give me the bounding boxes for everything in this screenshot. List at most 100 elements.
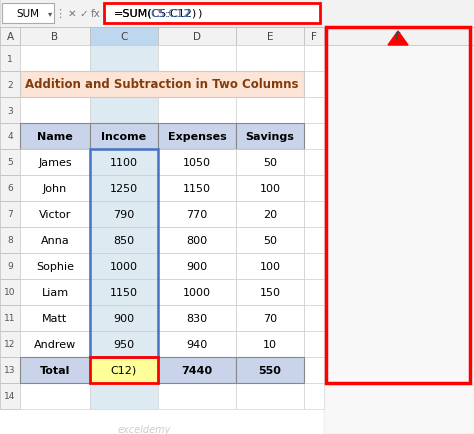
Text: B: B [52, 32, 59, 42]
Bar [90, 227, 158, 253]
Text: Matt: Matt [42, 313, 68, 323]
Text: 790: 790 [113, 210, 135, 220]
Bar [20, 279, 90, 305]
Text: 10: 10 [4, 288, 16, 297]
Bar [90, 201, 158, 227]
Bar [20, 227, 90, 253]
Bar [20, 176, 90, 201]
Bar [0, 383, 20, 409]
Bar [20, 150, 90, 176]
Bar [236, 279, 304, 305]
Bar [236, 150, 304, 176]
Text: 940: 940 [186, 339, 208, 349]
Text: C: C [120, 32, 128, 42]
Bar [304, 28, 324, 46]
Text: ▾: ▾ [48, 10, 52, 19]
Text: 5: 5 [7, 158, 13, 167]
Text: ✓: ✓ [80, 9, 88, 19]
Bar [0, 357, 20, 383]
Bar [236, 72, 304, 98]
Bar [20, 98, 90, 124]
Bar [304, 201, 324, 227]
Bar [0, 150, 20, 176]
Text: F: F [311, 32, 317, 42]
Bar [304, 227, 324, 253]
Bar [0, 176, 20, 201]
Text: =SUM(: =SUM( [114, 9, 153, 19]
Bar [90, 28, 158, 46]
Bar [158, 331, 236, 357]
Bar [158, 201, 236, 227]
Bar [304, 357, 324, 383]
Bar [0, 305, 20, 331]
Bar [236, 150, 304, 176]
Bar [236, 176, 304, 201]
Text: 1150: 1150 [183, 184, 211, 194]
Text: 6: 6 [7, 184, 13, 193]
Text: 550: 550 [258, 365, 282, 375]
Bar [304, 124, 324, 150]
Text: 8: 8 [7, 236, 13, 245]
Text: C5:C12: C5:C12 [150, 9, 190, 19]
Bar [158, 72, 236, 98]
Bar [304, 150, 324, 176]
Bar [158, 331, 236, 357]
Bar [304, 253, 324, 279]
Bar [90, 150, 158, 357]
Text: =SUM(C5:C12): =SUM(C5:C12) [114, 9, 197, 19]
Bar [90, 176, 158, 201]
Text: 50: 50 [263, 158, 277, 168]
Bar [304, 98, 324, 124]
Bar [90, 305, 158, 331]
Bar [20, 201, 90, 227]
Bar [20, 331, 90, 357]
Text: 1050: 1050 [183, 158, 211, 168]
Bar [304, 305, 324, 331]
Bar [0, 124, 20, 150]
Text: F: F [395, 32, 401, 42]
Bar [158, 383, 236, 409]
Text: 9: 9 [7, 262, 13, 271]
Bar [90, 46, 158, 72]
Text: Total: Total [40, 365, 70, 375]
Bar [158, 201, 236, 227]
Text: 100: 100 [259, 184, 281, 194]
Bar [158, 227, 236, 253]
Polygon shape [388, 32, 408, 46]
Bar [20, 201, 90, 227]
Text: John: John [43, 184, 67, 194]
Bar [236, 227, 304, 253]
Bar [2, 4, 54, 24]
Bar [304, 46, 324, 72]
Bar [158, 150, 236, 176]
Text: 20: 20 [263, 210, 277, 220]
Bar [20, 331, 90, 357]
Text: Victor: Victor [39, 210, 71, 220]
Bar [236, 357, 304, 383]
Text: 1150: 1150 [110, 287, 138, 297]
Text: 7: 7 [7, 210, 13, 219]
Bar [90, 253, 158, 279]
Text: 3: 3 [7, 106, 13, 115]
Bar [158, 279, 236, 305]
Bar [90, 124, 158, 150]
Bar [90, 150, 158, 176]
Bar [20, 124, 90, 150]
Text: 950: 950 [113, 339, 135, 349]
Bar [236, 227, 304, 253]
Bar [90, 227, 158, 253]
Bar [236, 124, 304, 150]
Text: 830: 830 [186, 313, 208, 323]
Text: 1000: 1000 [183, 287, 211, 297]
Bar [20, 279, 90, 305]
Bar [0, 28, 474, 46]
Bar [20, 46, 90, 72]
Bar [0, 201, 20, 227]
Text: ✕: ✕ [68, 9, 76, 19]
Text: Andrew: Andrew [34, 339, 76, 349]
Bar [20, 28, 90, 46]
Bar [304, 176, 324, 201]
Text: James: James [38, 158, 72, 168]
Bar [0, 0, 474, 28]
Bar [0, 28, 20, 46]
